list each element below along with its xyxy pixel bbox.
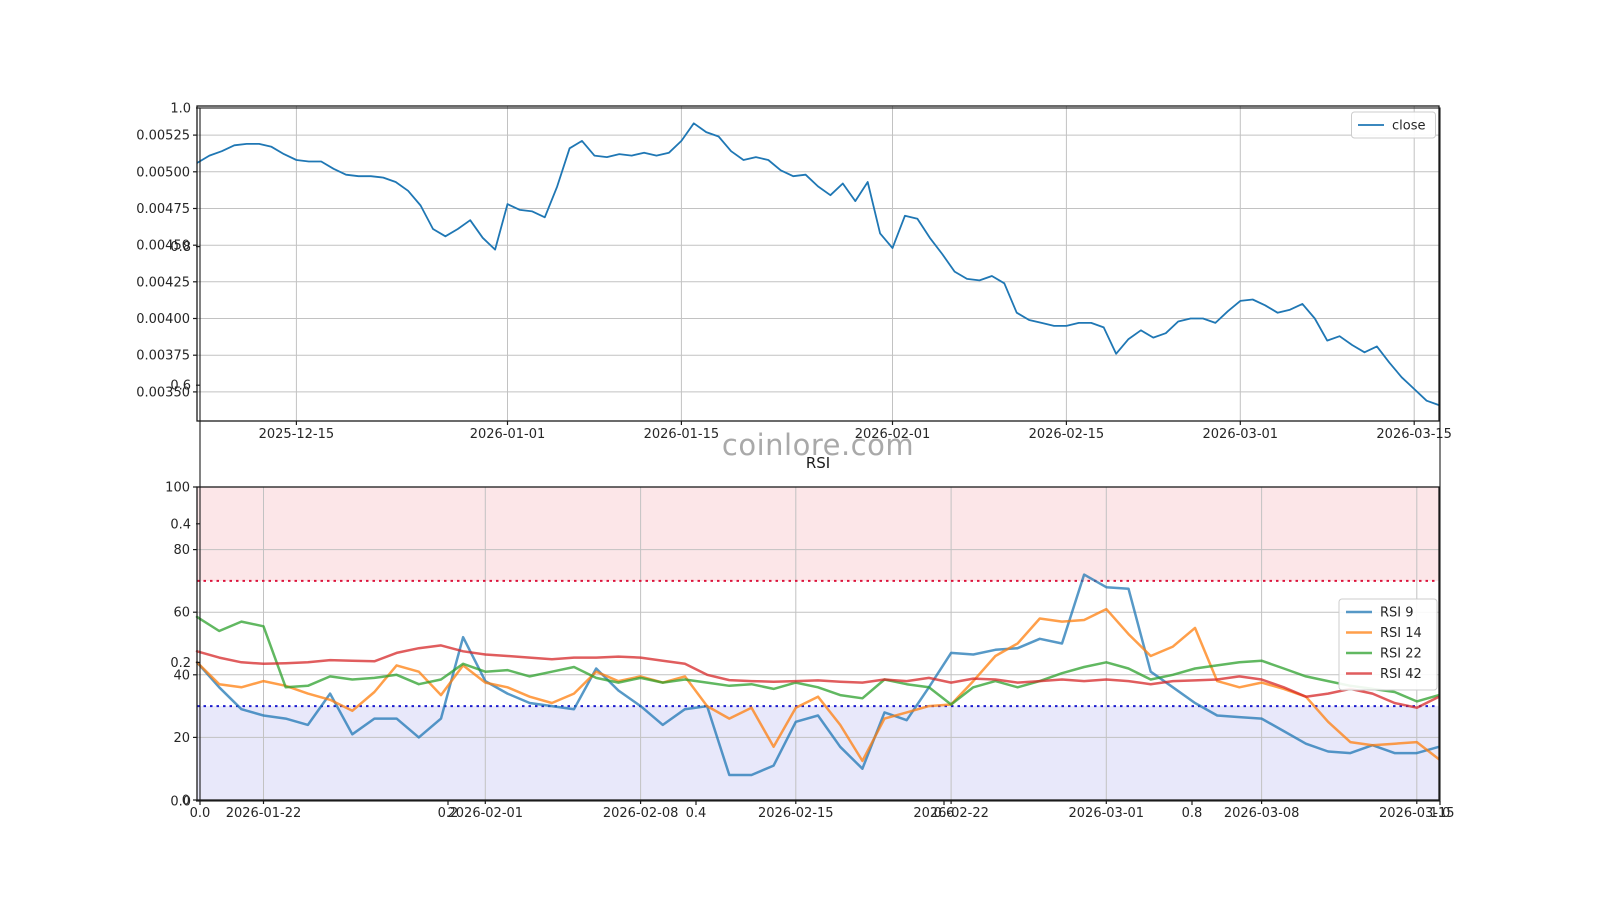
- rsi-x-tick-label: 2026-03-01: [1069, 806, 1145, 821]
- overlay-axis: 1.0 0.8 0.6 0.4 0.2 0.00.0 0.2 0.4 0.6 0.8 1.0: [170, 102, 1450, 822]
- price-x-tick-label: 2026-02-01: [855, 427, 931, 442]
- overlay-y-tick-label: 0.0: [170, 795, 191, 810]
- overlay-y-tick-label: 0.6: [170, 379, 191, 394]
- rsi22-line: [195, 615, 1441, 706]
- rsi-legend: RSI 9 RSI 14 RSI 22 RSI 42: [1338, 598, 1438, 691]
- oversold-band: [197, 706, 1439, 800]
- rsi42-line: [195, 644, 1441, 709]
- rsi-legend-box: [1338, 598, 1438, 691]
- rsi-y-tick-label: 20: [173, 731, 190, 746]
- rsi-y-tick-label: 60: [173, 606, 190, 621]
- price-y-tick-label: 0.00450: [136, 239, 190, 254]
- rsi-legend-label: RSI 14: [1380, 626, 1422, 641]
- price-x-tick-label: 2026-02-15: [1029, 427, 1105, 442]
- overbought-band: [197, 487, 1439, 581]
- price-x-tick-label: 2025-12-15: [259, 427, 335, 442]
- price-y-tick-label: 0.00350: [136, 385, 190, 400]
- overlay-y-tick-label: 1.0: [170, 102, 191, 117]
- price-y-tick-label: 0.00475: [136, 202, 190, 217]
- price-y-tick-label: 0.00400: [136, 312, 190, 327]
- overlay-frame: [199, 107, 1441, 802]
- rsi-legend-label: RSI 42: [1380, 667, 1422, 682]
- overlay-y-tick-label: 0.2: [170, 656, 191, 671]
- rsi14-line: [195, 607, 1441, 763]
- price-x-tick-label: 2026-01-01: [470, 427, 546, 442]
- price-chart: 0.00350 0.00375 0.00400 0.00425 0.00450 0.004…: [136, 105, 1452, 442]
- overlay-x-tick-label: 1.0: [1430, 806, 1451, 821]
- rsi-x-tick-label: 2026-02-08: [603, 806, 679, 821]
- rsi-legend-label: RSI 22: [1380, 647, 1422, 662]
- price-legend: close: [1351, 111, 1436, 139]
- rsi-chart: 0 20 40 60 80 100 2026-01-22 2026-02-01 2026-02-…: [165, 481, 1454, 822]
- price-frame: [196, 105, 1440, 422]
- close-line: [196, 122, 1440, 406]
- rsi-x-tick-label: 2026-03-08: [1224, 806, 1300, 821]
- rsi-x-tick-label: 2026-02-22: [913, 806, 989, 821]
- price-x-tick-label: 2026-03-01: [1203, 427, 1279, 442]
- price-legend-label: close: [1392, 119, 1425, 134]
- rsi-frame: [196, 486, 1440, 801]
- price-x-tick-label: 2026-01-15: [644, 427, 720, 442]
- rsi-y-tick-label: 40: [173, 668, 190, 683]
- price-y-tick-label: 0.00500: [136, 165, 190, 180]
- rsi-legend-label: RSI 9: [1380, 606, 1414, 621]
- rsi-y-tick-label: 80: [173, 543, 190, 558]
- rsi-x-tick-label: 2026-01-22: [226, 806, 302, 821]
- rsi-y-tick-label: 0: [182, 794, 190, 809]
- rsi-x-tick-label: 2026-03-15: [1379, 806, 1455, 821]
- overlay-y-tick-label: 0.8: [170, 240, 191, 255]
- rsi-x-tick-label: 2026-02-01: [448, 806, 524, 821]
- rsi9-line: [195, 573, 1441, 777]
- price-x-tick-label: 2026-03-15: [1376, 427, 1452, 442]
- overlay-x-tick-label: 0.4: [686, 806, 707, 821]
- price-y-tick-label: 0.00525: [136, 129, 190, 144]
- rsi-x-tick-label: 2026-02-15: [758, 806, 834, 821]
- overlay-x-tick-label: 0.2: [438, 806, 459, 821]
- overlay-x-tick-label: 0.8: [1182, 806, 1203, 821]
- price-y-tick-label: 0.00375: [136, 349, 190, 364]
- rsi-y-tick-label: 100: [165, 481, 190, 496]
- overlay-x-tick-label: 0.6: [934, 806, 955, 821]
- price-legend-box: [1351, 111, 1436, 139]
- price-y-tick-label: 0.00425: [136, 275, 190, 290]
- overlay-y-tick-label: 0.4: [170, 517, 191, 532]
- overlay-x-tick-label: 0.0: [190, 806, 211, 821]
